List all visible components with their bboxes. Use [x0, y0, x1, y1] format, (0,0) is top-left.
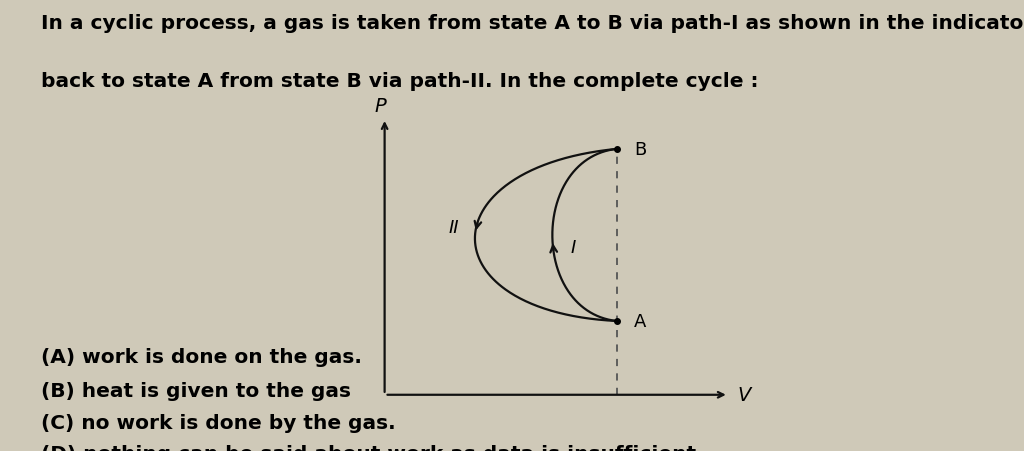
Text: P: P: [375, 97, 386, 116]
Text: back to state A from state B via path-II. In the complete cycle :: back to state A from state B via path-II…: [41, 72, 759, 91]
Text: II: II: [449, 218, 459, 236]
Text: (A) work is done on the gas.: (A) work is done on the gas.: [41, 347, 361, 366]
Text: V: V: [737, 386, 751, 405]
Text: I: I: [570, 238, 575, 256]
Text: (D) nothing can be said about work as data is insufficient: (D) nothing can be said about work as da…: [41, 444, 696, 451]
Text: B: B: [634, 141, 646, 159]
Text: A: A: [634, 312, 646, 330]
Text: (B) heat is given to the gas: (B) heat is given to the gas: [41, 381, 351, 400]
Text: In a cyclic process, a gas is taken from state A to B via path-I as shown in the: In a cyclic process, a gas is taken from…: [41, 14, 1024, 32]
Text: (C) no work is done by the gas.: (C) no work is done by the gas.: [41, 413, 395, 432]
